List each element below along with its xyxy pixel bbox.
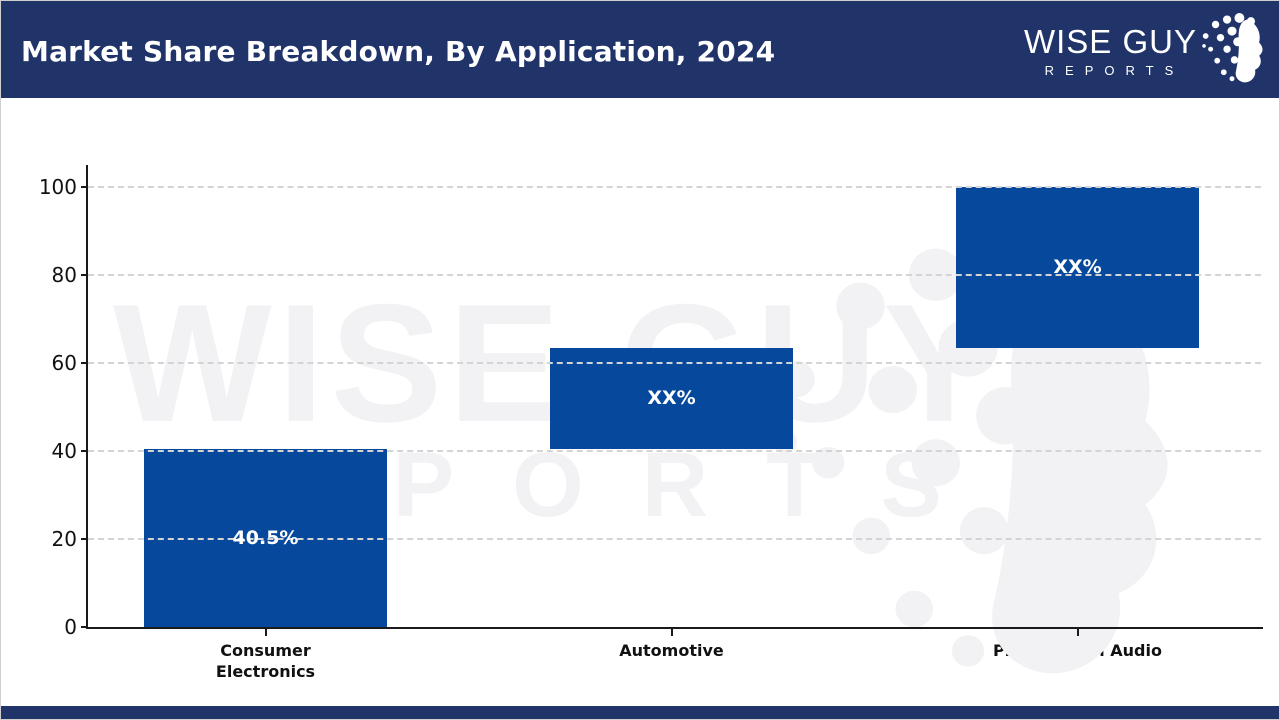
header-bar: Market Share Breakdown, By Application, … xyxy=(1,1,1279,98)
x-tick-mark xyxy=(264,629,267,636)
y-tick-mark xyxy=(81,538,88,540)
y-tick-mark xyxy=(81,186,88,188)
y-tick-label: 60 xyxy=(51,351,77,375)
bar-value-label: XX% xyxy=(1053,256,1102,279)
y-tick-label: 80 xyxy=(51,263,77,287)
bar-segment xyxy=(550,347,793,449)
brand-subtitle: REPORTS xyxy=(1044,62,1185,78)
y-tick-mark xyxy=(81,450,88,452)
gridline xyxy=(88,450,1261,452)
brand-logo-text: WISE GUY REPORTS xyxy=(1024,23,1197,78)
y-tick-label: 0 xyxy=(64,615,77,639)
y-tick-mark xyxy=(81,362,88,364)
y-tick-mark xyxy=(81,274,88,276)
y-tick-mark xyxy=(81,626,88,628)
footer-bar xyxy=(1,706,1279,719)
y-tick-label: 100 xyxy=(38,175,77,199)
y-tick-label: 40 xyxy=(51,439,77,463)
gridline xyxy=(88,186,1261,188)
y-tick-label: 20 xyxy=(51,527,77,551)
x-tick-label: Automotive xyxy=(619,641,724,660)
y-axis-line xyxy=(86,165,88,629)
x-tick-label: Consumer Electronics xyxy=(215,641,316,681)
gridline xyxy=(88,274,1261,276)
gridline xyxy=(88,362,1261,364)
brand-logo: WISE GUY REPORTS xyxy=(1024,13,1265,87)
brand-name: WISE GUY xyxy=(1023,22,1197,60)
x-tick-mark xyxy=(1076,629,1079,636)
x-axis-line xyxy=(86,627,1263,629)
x-tick-mark xyxy=(670,629,673,636)
bar-value-label: 40.5% xyxy=(232,526,299,549)
gridline xyxy=(88,538,1261,540)
x-tick-label: Professional Audio xyxy=(993,641,1162,660)
bar-segment xyxy=(144,448,387,627)
brand-face-icon xyxy=(1202,13,1263,83)
page-title: Market Share Breakdown, By Application, … xyxy=(21,35,776,68)
bar-value-label: XX% xyxy=(647,387,696,410)
